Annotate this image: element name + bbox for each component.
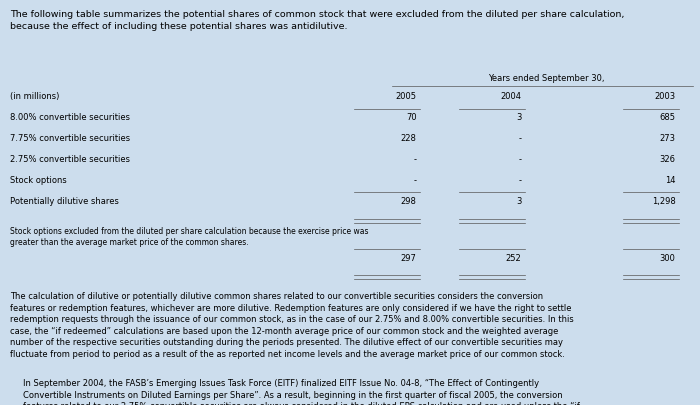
- Text: Stock options: Stock options: [10, 176, 67, 185]
- Text: In September 2004, the FASB’s Emerging Issues Task Force (EITF) finalized EITF I: In September 2004, the FASB’s Emerging I…: [23, 379, 580, 405]
- Text: 300: 300: [659, 254, 676, 263]
- Text: 8.00% convertible securities: 8.00% convertible securities: [10, 113, 130, 121]
- Text: 326: 326: [659, 155, 676, 164]
- Text: 2003: 2003: [654, 92, 675, 101]
- Text: (in millions): (in millions): [10, 92, 60, 101]
- Text: The following table summarizes the potential shares of common stock that were ex: The following table summarizes the poten…: [10, 10, 625, 30]
- Text: 228: 228: [400, 134, 416, 143]
- Text: 298: 298: [400, 197, 416, 206]
- Text: Potentially dilutive shares: Potentially dilutive shares: [10, 197, 120, 206]
- Text: 7.75% convertible securities: 7.75% convertible securities: [10, 134, 131, 143]
- Text: 273: 273: [659, 134, 676, 143]
- Text: 297: 297: [400, 254, 416, 263]
- Text: 2.75% convertible securities: 2.75% convertible securities: [10, 155, 130, 164]
- Text: 3: 3: [516, 113, 522, 121]
- Text: 2004: 2004: [500, 92, 522, 101]
- Text: -: -: [414, 155, 416, 164]
- Text: 2005: 2005: [395, 92, 416, 101]
- Text: 1,298: 1,298: [652, 197, 676, 206]
- Text: 3: 3: [516, 197, 522, 206]
- Text: -: -: [519, 134, 522, 143]
- Text: 685: 685: [659, 113, 676, 121]
- Text: 14: 14: [665, 176, 676, 185]
- Text: -: -: [519, 155, 522, 164]
- Text: 252: 252: [505, 254, 522, 263]
- Text: The calculation of dilutive or potentially dilutive common shares related to our: The calculation of dilutive or potential…: [10, 292, 574, 359]
- Text: -: -: [414, 176, 416, 185]
- Text: -: -: [519, 176, 522, 185]
- Text: Years ended September 30,: Years ended September 30,: [488, 74, 604, 83]
- Text: Stock options excluded from the diluted per share calculation because the exerci: Stock options excluded from the diluted …: [10, 227, 369, 247]
- Text: 70: 70: [406, 113, 416, 121]
